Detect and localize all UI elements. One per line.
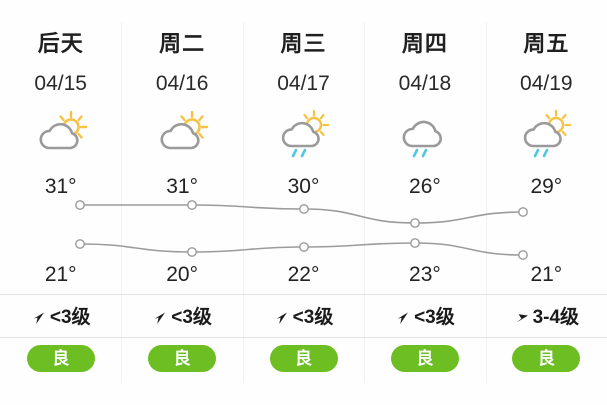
day-date: 04/19 bbox=[520, 72, 573, 95]
temp-low-label: 21° bbox=[44, 263, 77, 286]
day-date: 04/17 bbox=[277, 72, 330, 95]
wind-level-label: 3-4级 bbox=[532, 307, 580, 328]
temp-high-label: 30° bbox=[287, 175, 320, 198]
cloud-rain-icon bbox=[393, 108, 457, 160]
temp-high-label: 29° bbox=[530, 175, 563, 198]
temp-low-label: 22° bbox=[287, 263, 320, 286]
divider-aqi bbox=[0, 337, 607, 338]
wind-arrow-northeast-icon bbox=[152, 310, 168, 326]
wind-info: 3-4级 bbox=[486, 305, 607, 331]
forecast-column-4[interactable]: 周五 04/19 bbox=[485, 0, 607, 405]
temp-high-label: 31° bbox=[44, 175, 77, 198]
forecast-column-3[interactable]: 周四 04/18 26° 23° <3级 良 bbox=[364, 0, 485, 405]
wind-info: <3级 bbox=[0, 305, 121, 331]
sun-behind-cloud-rain-icon bbox=[272, 108, 336, 160]
wind-info: <3级 bbox=[121, 305, 242, 331]
temp-low-label: 21° bbox=[530, 263, 563, 286]
sun-behind-cloud-icon bbox=[29, 108, 93, 160]
wind-level-label: <3级 bbox=[49, 307, 91, 328]
aqi-label: 良 bbox=[295, 348, 313, 368]
divider-wind bbox=[0, 294, 607, 295]
aqi-label: 良 bbox=[537, 348, 555, 368]
temp-low-label: 23° bbox=[409, 263, 441, 286]
wind-info: <3级 bbox=[364, 305, 485, 331]
aqi-badge[interactable]: 良 bbox=[390, 345, 459, 372]
wind-arrow-east-icon bbox=[514, 310, 530, 326]
day-label: 后天 bbox=[37, 31, 84, 56]
aqi-badge[interactable]: 良 bbox=[148, 345, 217, 372]
aqi-label: 良 bbox=[173, 348, 191, 368]
wind-level-label: <3级 bbox=[292, 307, 334, 328]
wind-arrow-northeast-icon bbox=[395, 310, 411, 326]
temp-low-label: 20° bbox=[166, 263, 198, 286]
wind-level-label: <3级 bbox=[414, 307, 455, 328]
day-date: 04/16 bbox=[155, 72, 209, 95]
wind-info: <3级 bbox=[243, 305, 364, 331]
aqi-label: 良 bbox=[52, 348, 70, 368]
aqi-label: 良 bbox=[416, 348, 434, 368]
day-label: 周三 bbox=[280, 31, 327, 56]
day-date: 04/15 bbox=[34, 72, 87, 95]
wind-arrow-northeast-icon bbox=[31, 310, 47, 326]
aqi-badge[interactable]: 良 bbox=[269, 345, 338, 372]
forecast-column-0[interactable]: 后天 04/15 31° 21° bbox=[0, 0, 121, 405]
forecast-column-2[interactable]: 周三 04/17 bbox=[242, 0, 364, 405]
day-label: 周五 bbox=[523, 31, 570, 56]
day-label: 周四 bbox=[401, 31, 448, 56]
aqi-badge[interactable]: 良 bbox=[26, 345, 95, 372]
temp-high-label: 26° bbox=[409, 175, 441, 198]
sun-behind-cloud-icon bbox=[150, 108, 214, 160]
sun-behind-cloud-rain-icon bbox=[514, 108, 578, 160]
forecast-column-1[interactable]: 周二 04/16 31° 20° bbox=[121, 0, 242, 405]
wind-level-label: <3级 bbox=[171, 307, 212, 328]
day-date: 04/18 bbox=[398, 72, 452, 95]
temp-high-label: 31° bbox=[166, 175, 198, 198]
day-label: 周二 bbox=[159, 31, 206, 56]
aqi-badge[interactable]: 良 bbox=[512, 345, 581, 372]
wind-arrow-northeast-icon bbox=[274, 310, 290, 326]
